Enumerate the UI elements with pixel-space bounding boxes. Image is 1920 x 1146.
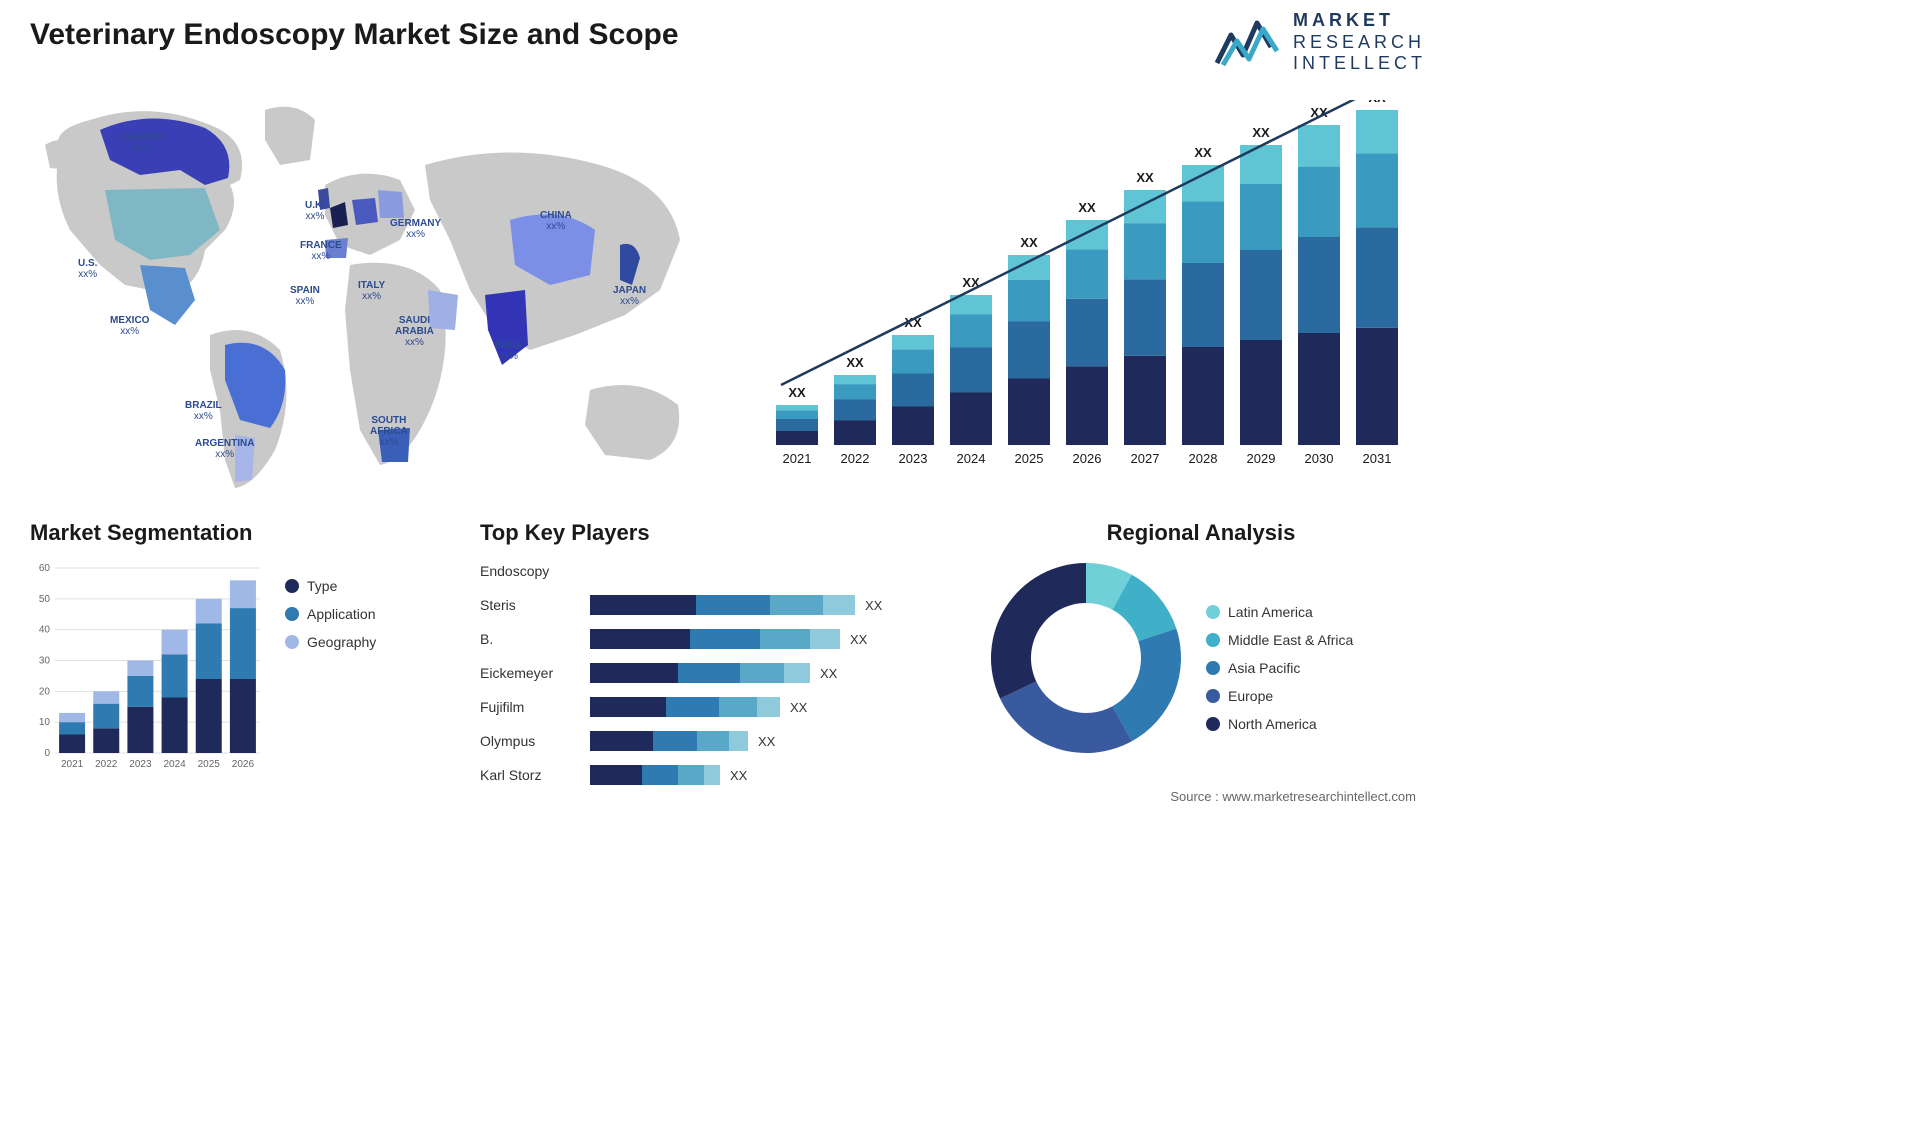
svg-text:2027: 2027 xyxy=(1131,451,1160,466)
legend-item: North America xyxy=(1206,716,1353,732)
map-label: CANADAxx% xyxy=(120,132,163,154)
svg-text:XX: XX xyxy=(1194,145,1212,160)
regional-legend: Latin America Middle East & Africa Asia Pa… xyxy=(1206,584,1353,732)
svg-text:2022: 2022 xyxy=(841,451,870,466)
svg-text:XX: XX xyxy=(846,355,864,370)
svg-text:50: 50 xyxy=(39,594,51,605)
key-player-row: EickemeyerXX xyxy=(480,660,970,686)
legend-item: Latin America xyxy=(1206,604,1353,620)
map-label: ITALYxx% xyxy=(358,280,385,302)
map-label: SOUTHAFRICAxx% xyxy=(370,415,408,448)
segmentation-chart: 0 10 20 30 40 50 60 2021 2022 2023 2024 2025 2026 xyxy=(30,558,265,778)
growth-bar-chart: 2021 XX 2022 XX 2023 XX 2024 XX 2025 XX 2026 XX 2027… xyxy=(756,100,1416,480)
svg-text:XX: XX xyxy=(1078,200,1096,215)
key-players-section: Top Key Players Endoscopy SterisXX B.XX Eic… xyxy=(480,520,970,796)
map-label: GERMANYxx% xyxy=(390,218,441,240)
map-label: U.K.xx% xyxy=(305,200,325,222)
world-map: CANADAxx% U.S.xx% MEXICOxx% BRAZILxx% ARGENT… xyxy=(30,90,710,500)
key-player-row: FujifilmXX xyxy=(480,694,970,720)
regional-analysis-section: Regional Analysis Latin America Middle Ea… xyxy=(986,520,1416,758)
map-label: CHINAxx% xyxy=(540,210,572,232)
regional-title: Regional Analysis xyxy=(986,520,1416,546)
map-label: INDIAxx% xyxy=(495,340,522,362)
regional-donut-chart xyxy=(986,558,1186,758)
key-player-row: B.XX xyxy=(480,626,970,652)
svg-text:60: 60 xyxy=(39,563,51,574)
svg-text:2023: 2023 xyxy=(899,451,928,466)
map-label: SPAINxx% xyxy=(290,285,320,307)
svg-text:2026: 2026 xyxy=(1073,451,1102,466)
logo-icon xyxy=(1213,15,1283,69)
svg-text:2026: 2026 xyxy=(232,759,255,770)
legend-item: Type xyxy=(285,578,376,594)
svg-text:2022: 2022 xyxy=(95,759,118,770)
svg-text:2029: 2029 xyxy=(1247,451,1276,466)
svg-text:XX: XX xyxy=(788,385,806,400)
segmentation-legend: Type Application Geography xyxy=(285,558,376,778)
market-segmentation-section: Market Segmentation 0 10 20 30 40 50 60 2021 202… xyxy=(30,520,460,778)
legend-item: Middle East & Africa xyxy=(1206,632,1353,648)
growth-chart-svg: 2021 XX 2022 XX 2023 XX 2024 XX 2025 XX 2026 XX 2027… xyxy=(756,100,1416,480)
map-label: FRANCExx% xyxy=(300,240,342,262)
svg-text:40: 40 xyxy=(39,625,51,636)
map-label: JAPANxx% xyxy=(613,285,646,307)
map-label: SAUDIARABIAxx% xyxy=(395,315,434,348)
svg-text:XX: XX xyxy=(1020,235,1038,250)
svg-text:2024: 2024 xyxy=(163,759,186,770)
svg-text:0: 0 xyxy=(44,748,50,759)
svg-text:2021: 2021 xyxy=(61,759,84,770)
key-players-title: Top Key Players xyxy=(480,520,970,546)
svg-text:XX: XX xyxy=(1368,100,1386,105)
svg-text:XX: XX xyxy=(1136,170,1154,185)
svg-text:20: 20 xyxy=(39,686,51,697)
key-player-row: SterisXX xyxy=(480,592,970,618)
source-attribution: Source : www.marketresearchintellect.com xyxy=(1170,789,1416,804)
key-players-chart: Endoscopy SterisXX B.XX EickemeyerXX Fujifil… xyxy=(480,558,970,788)
key-player-row: OlympusXX xyxy=(480,728,970,754)
svg-text:2021: 2021 xyxy=(783,451,812,466)
legend-item: Geography xyxy=(285,634,376,650)
svg-text:2031: 2031 xyxy=(1363,451,1392,466)
svg-text:2024: 2024 xyxy=(957,451,986,466)
svg-text:10: 10 xyxy=(39,717,51,728)
map-label: BRAZILxx% xyxy=(185,400,222,422)
svg-text:2023: 2023 xyxy=(129,759,152,770)
svg-text:30: 30 xyxy=(39,656,51,667)
svg-text:2028: 2028 xyxy=(1189,451,1218,466)
page-title: Veterinary Endoscopy Market Size and Sco… xyxy=(30,18,679,52)
segmentation-title: Market Segmentation xyxy=(30,520,460,546)
svg-text:2025: 2025 xyxy=(198,759,221,770)
map-label: MEXICOxx% xyxy=(110,315,149,337)
svg-text:2030: 2030 xyxy=(1305,451,1334,466)
svg-text:XX: XX xyxy=(1252,125,1270,140)
legend-item: Asia Pacific xyxy=(1206,660,1353,676)
svg-text:2025: 2025 xyxy=(1015,451,1044,466)
logo-text: MARKET RESEARCH INTELLECT xyxy=(1293,10,1426,75)
brand-logo: MARKET RESEARCH INTELLECT xyxy=(1213,10,1426,75)
map-label: ARGENTINAxx% xyxy=(195,438,254,460)
legend-item: Europe xyxy=(1206,688,1353,704)
key-player-row: Endoscopy xyxy=(480,558,970,584)
map-label: U.S.xx% xyxy=(78,258,97,280)
legend-item: Application xyxy=(285,606,376,622)
key-player-row: Karl StorzXX xyxy=(480,762,970,788)
